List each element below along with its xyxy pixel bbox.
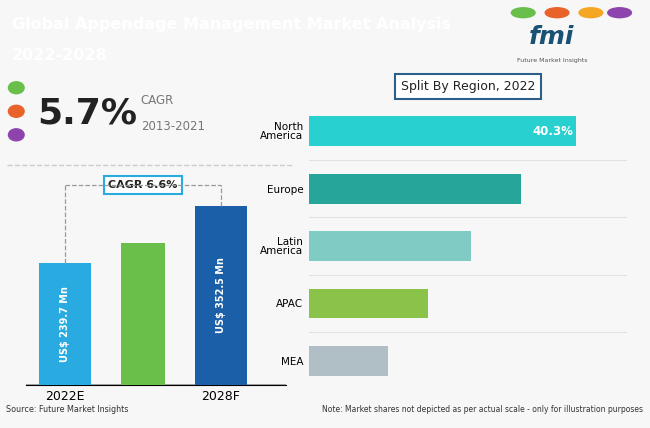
Bar <box>309 288 428 318</box>
Text: fmi: fmi <box>529 25 575 49</box>
Bar <box>309 346 389 376</box>
Text: Global Appendage Management Market Analysis: Global Appendage Management Market Analy… <box>12 17 451 32</box>
Text: 40.3%: 40.3% <box>532 125 573 138</box>
Circle shape <box>579 8 603 18</box>
Text: 2022-2028: 2022-2028 <box>12 48 108 62</box>
Text: US$ 239.7 Mn: US$ 239.7 Mn <box>60 286 70 362</box>
Text: US$ 352.5 Mn: US$ 352.5 Mn <box>216 258 226 333</box>
Text: CAGR 6.6%: CAGR 6.6% <box>109 180 177 190</box>
Text: CAGR: CAGR <box>140 94 174 107</box>
Circle shape <box>8 82 24 94</box>
Bar <box>309 116 576 146</box>
Circle shape <box>8 129 24 141</box>
Bar <box>121 243 165 385</box>
Circle shape <box>545 8 569 18</box>
Text: 5.7%: 5.7% <box>37 96 137 131</box>
Text: Note: Market shares not depicted as per actual scale - only for illustration pur: Note: Market shares not depicted as per … <box>322 405 644 414</box>
Text: 2013-2021: 2013-2021 <box>140 120 205 133</box>
Circle shape <box>608 8 631 18</box>
Text: Future Market Insights: Future Market Insights <box>517 57 587 62</box>
Text: Split By Region, 2022: Split By Region, 2022 <box>401 80 535 93</box>
Circle shape <box>512 8 535 18</box>
Text: Source: Future Market Insights: Source: Future Market Insights <box>6 405 129 414</box>
Bar <box>39 263 91 385</box>
Bar <box>309 231 471 261</box>
Circle shape <box>8 105 24 117</box>
Bar <box>195 205 247 385</box>
Bar <box>309 174 521 204</box>
